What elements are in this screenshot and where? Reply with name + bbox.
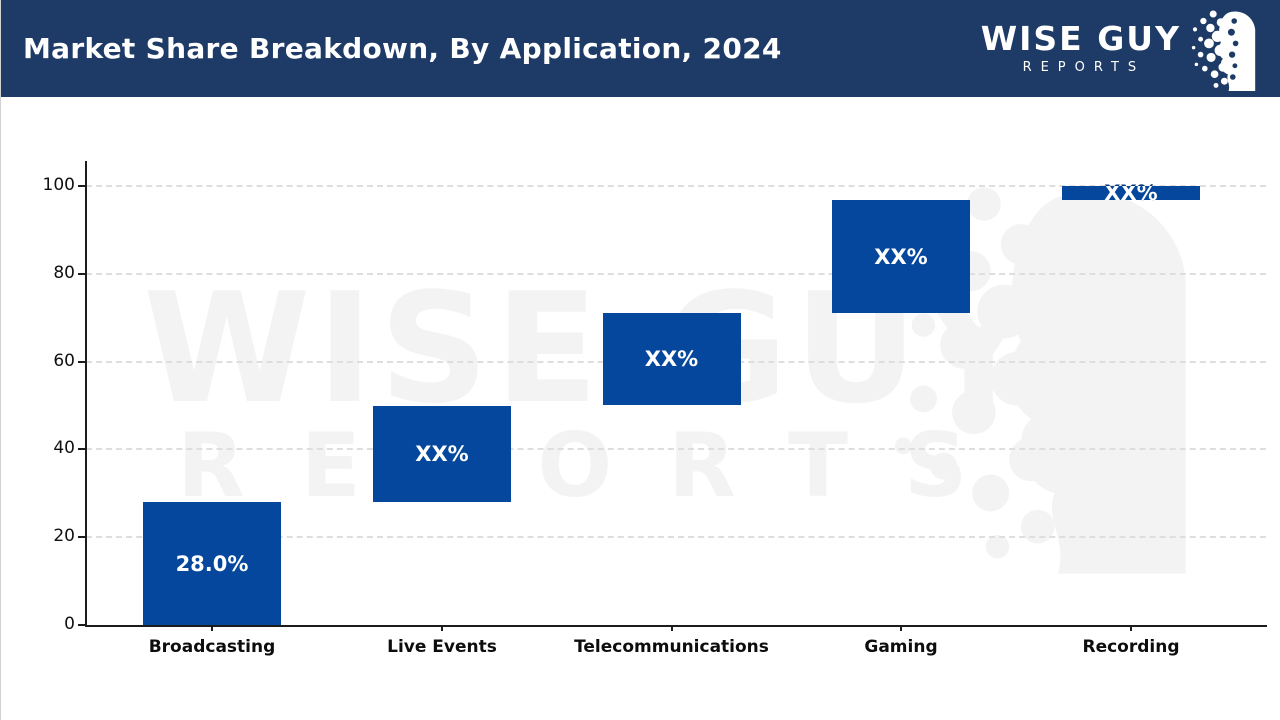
y-axis-tick-label: 20: [53, 526, 75, 547]
page-title: Market Share Breakdown, By Application, …: [23, 32, 782, 65]
brand-name: WISE GUY: [980, 19, 1181, 59]
x-axis-tick: [900, 625, 902, 631]
y-axis-tick-label: 0: [64, 614, 75, 634]
y-axis-tick-label: 80: [53, 262, 75, 283]
bar-segment: [143, 502, 281, 625]
bar-value-label: 28.0%: [175, 551, 249, 576]
x-category-label: Gaming: [864, 637, 938, 657]
y-axis-tick-label: 100: [42, 175, 75, 195]
brand-logo: WISE GUY REPORTS: [981, 7, 1259, 91]
chart-canvas: WISE GUY REPORTS 0 20 40 60 80 100 Broadcastin…: [1, 97, 1280, 720]
bar-value-label: XX%: [1104, 181, 1158, 206]
y-axis-tick: [78, 448, 86, 451]
x-category-label: Telecommunications: [574, 637, 769, 657]
logo-face-icon: [1191, 10, 1256, 91]
y-axis-tick: [78, 360, 86, 363]
y-axis-tick: [78, 536, 86, 539]
y-axis-tick: [78, 272, 86, 275]
brand-subname: REPORTS: [1022, 59, 1146, 75]
bar-value-label: XX%: [874, 244, 928, 269]
x-axis-line: [85, 625, 1267, 627]
brand-logo-text: WISE GUY REPORTS: [981, 22, 1181, 75]
x-category-label: Live Events: [387, 637, 497, 657]
x-category-label: Recording: [1082, 637, 1180, 657]
x-axis-tick: [211, 625, 213, 631]
y-axis-tick-label: 60: [53, 350, 75, 371]
x-axis-tick: [1130, 625, 1132, 631]
x-axis-tick: [670, 625, 673, 631]
watermark-face-icon: [881, 187, 1186, 574]
x-category-label: Broadcasting: [148, 637, 276, 657]
bar-value-label: XX%: [1104, 181, 1158, 206]
bar-segment: [832, 200, 970, 314]
header-bar: Market Share Breakdown, By Application, …: [1, 0, 1280, 97]
gridline: [86, 272, 1266, 275]
y-axis-tick: [78, 185, 86, 187]
bar-segment: [1062, 186, 1200, 201]
bar-value-label: XX%: [644, 347, 699, 372]
gridline: [86, 185, 1266, 187]
y-axis-tick-label: 40: [53, 438, 75, 459]
y-axis-line: [85, 161, 87, 627]
gridline: [86, 536, 1266, 539]
bar-value-label: XX%: [415, 441, 469, 466]
gridline: [86, 448, 1266, 451]
watermark-line2: REPORTS: [177, 414, 1024, 518]
x-axis-tick: [441, 625, 443, 631]
bar-segment: [373, 405, 511, 503]
y-axis-tick: [78, 624, 86, 626]
bar-segment: [602, 313, 741, 406]
